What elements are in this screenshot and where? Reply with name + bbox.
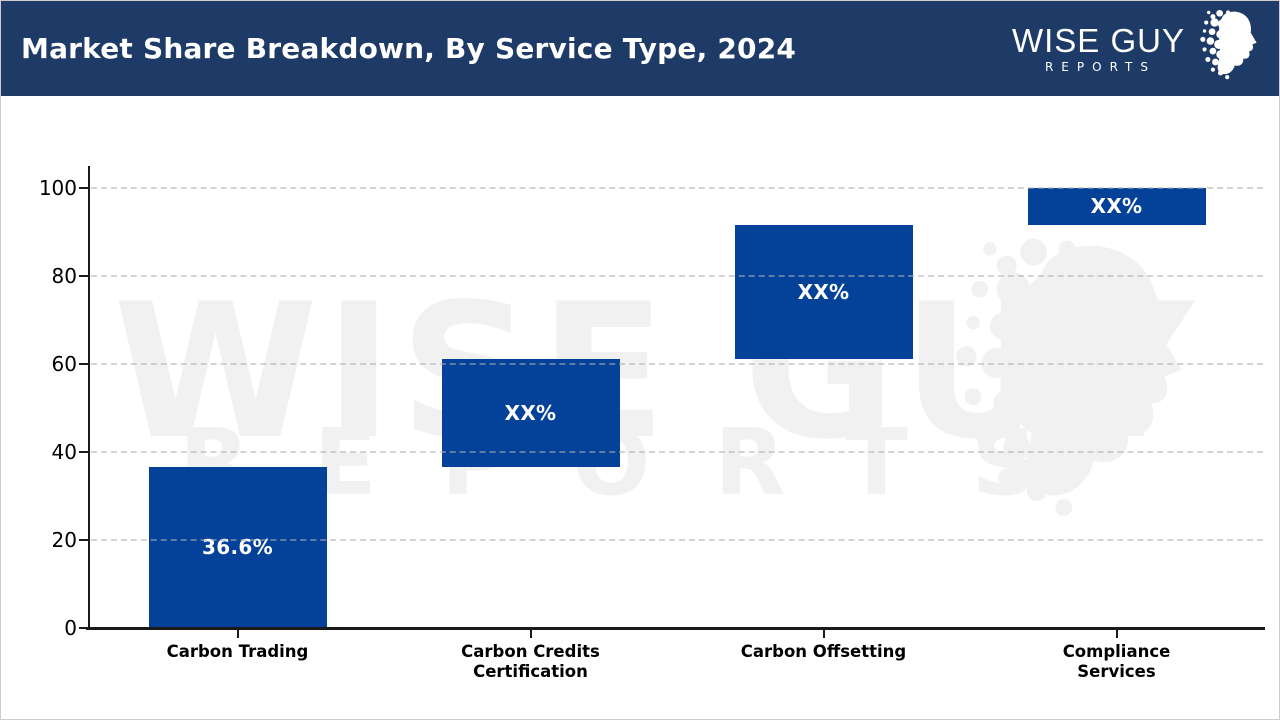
y-tick-label: 0	[64, 616, 77, 640]
y-tick-label: 100	[38, 176, 77, 200]
x-tick	[236, 630, 239, 638]
bar-value-label: XX%	[504, 401, 557, 426]
category-label: Carbon Credits Certification	[461, 642, 600, 681]
bar-segment: XX%	[1027, 188, 1206, 225]
gridline-60	[91, 363, 1263, 365]
dotted-head-icon	[1200, 9, 1257, 79]
category-label: Carbon Offsetting	[740, 642, 907, 661]
bar-segment: 36.6%	[148, 466, 327, 628]
y-tick-60	[79, 363, 89, 365]
wiseguy-logo-text: WISE GUY REPORTS	[1011, 21, 1185, 74]
y-tick-label: 80	[51, 264, 77, 288]
x-axis-line	[86, 627, 1265, 630]
y-tick-0	[79, 627, 89, 629]
watermark-head-icon	[956, 238, 1182, 516]
y-tick-label: 20	[51, 528, 77, 552]
gridline-100	[91, 187, 1263, 189]
y-axis-line	[88, 166, 90, 630]
wiseguy-logo: WISE GUY REPORTS	[1012, 8, 1265, 90]
category-label: Compliance Services	[1062, 642, 1171, 681]
page-title: Market Share Breakdown, By Service Type,…	[21, 32, 797, 65]
gridline-40	[91, 451, 1263, 453]
bar-segment: XX%	[441, 359, 620, 467]
bar-value-label: XX%	[797, 280, 850, 305]
x-tick	[822, 630, 825, 638]
y-tick-80	[79, 275, 89, 277]
y-tick-label: 60	[51, 352, 77, 376]
bar-segment: XX%	[734, 224, 913, 360]
header: Market Share Breakdown, By Service Type,…	[1, 1, 1279, 96]
logo-subtext: REPORTS	[1044, 59, 1156, 74]
y-tick-100	[79, 187, 89, 189]
y-tick-label: 40	[51, 440, 77, 464]
gridline-80	[91, 275, 1263, 277]
y-tick-40	[79, 451, 89, 453]
gridline-20	[91, 539, 1263, 541]
y-tick-20	[79, 539, 89, 541]
x-tick	[529, 630, 532, 638]
x-tick	[1115, 630, 1118, 638]
bar-value-label: XX%	[1090, 194, 1143, 219]
logo-wordmark: WISE GUY	[1011, 21, 1185, 59]
category-label: Carbon Trading	[166, 642, 309, 661]
